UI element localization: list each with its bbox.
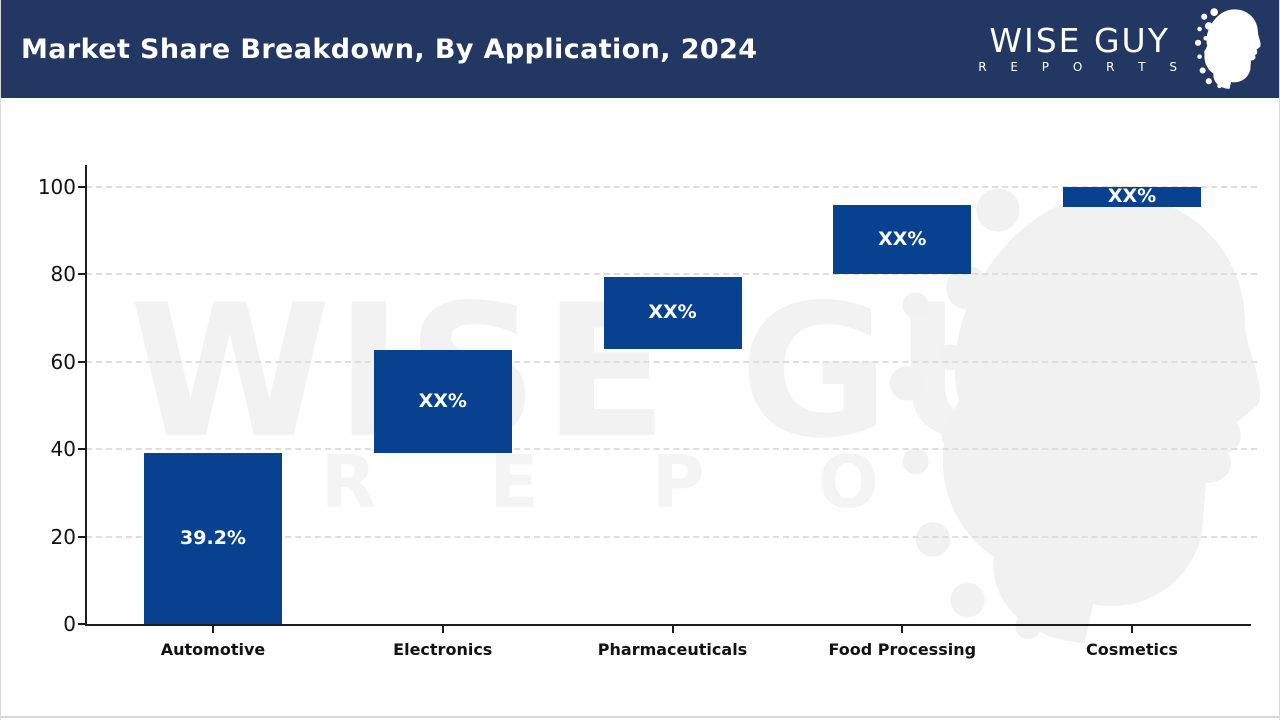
bar-pharmaceuticals: XX% bbox=[603, 276, 742, 349]
bar-automotive: 39.2% bbox=[144, 452, 282, 624]
y-tick-20 bbox=[78, 535, 85, 538]
bar-value-label: XX% bbox=[1107, 185, 1157, 208]
brand-name: WISE GUY bbox=[989, 21, 1170, 61]
bar-value-label: 39.2% bbox=[180, 526, 246, 549]
brand-logo: WISE GUY R E P O R T S bbox=[972, 6, 1267, 92]
gridline-40 bbox=[86, 448, 1257, 451]
y-tick-label-60: 60 bbox=[50, 349, 76, 374]
page-title: Market Share Breakdown, By Application, … bbox=[21, 33, 758, 65]
y-tick-label-40: 40 bbox=[50, 437, 76, 462]
x-tick-0 bbox=[212, 626, 214, 633]
y-tick-label-0: 0 bbox=[63, 612, 76, 636]
y-tick-100 bbox=[78, 186, 85, 188]
gridline-100 bbox=[86, 186, 1257, 188]
y-tick-label-20: 20 bbox=[50, 524, 76, 549]
bar-electronics: XX% bbox=[373, 350, 512, 453]
gridline-60 bbox=[86, 360, 1257, 363]
bar-food-processing: XX% bbox=[833, 205, 972, 275]
x-tick-1 bbox=[441, 626, 444, 633]
y-tick-0 bbox=[78, 623, 85, 625]
y-tick-40 bbox=[78, 448, 85, 451]
x-tick-3 bbox=[901, 626, 904, 633]
y-tick-label-80: 80 bbox=[50, 262, 76, 287]
y-tick-60 bbox=[78, 360, 85, 363]
gridline-80 bbox=[86, 273, 1257, 276]
gridline-20 bbox=[86, 535, 1257, 538]
category-label-0: Automotive bbox=[160, 640, 266, 659]
category-label-2: Pharmaceuticals bbox=[597, 640, 748, 659]
brand-subtitle: R E P O R T S bbox=[978, 59, 1187, 74]
category-label-1: Electronics bbox=[393, 640, 493, 659]
chart-area: WISE GUY R E P O R T S 02040608010039.2%… bbox=[1, 98, 1279, 716]
bar-value-label: XX% bbox=[878, 228, 927, 251]
y-tick-label-100: 100 bbox=[37, 175, 76, 199]
y-tick-80 bbox=[78, 273, 85, 276]
y-axis-line bbox=[85, 165, 87, 626]
x-tick-4 bbox=[1131, 626, 1133, 633]
category-label-3: Food Processing bbox=[828, 640, 977, 659]
bar-value-label: XX% bbox=[648, 301, 697, 324]
x-axis-line bbox=[85, 624, 1251, 626]
x-tick-2 bbox=[671, 626, 674, 633]
header: Market Share Breakdown, By Application, … bbox=[1, 0, 1279, 98]
category-label-4: Cosmetics bbox=[1086, 640, 1178, 659]
wiseguy-head-icon bbox=[1189, 6, 1267, 92]
brand-wordmark: WISE GUY R E P O R T S bbox=[972, 24, 1187, 74]
bar-cosmetics: XX% bbox=[1063, 187, 1201, 207]
bar-value-label: XX% bbox=[418, 390, 467, 413]
